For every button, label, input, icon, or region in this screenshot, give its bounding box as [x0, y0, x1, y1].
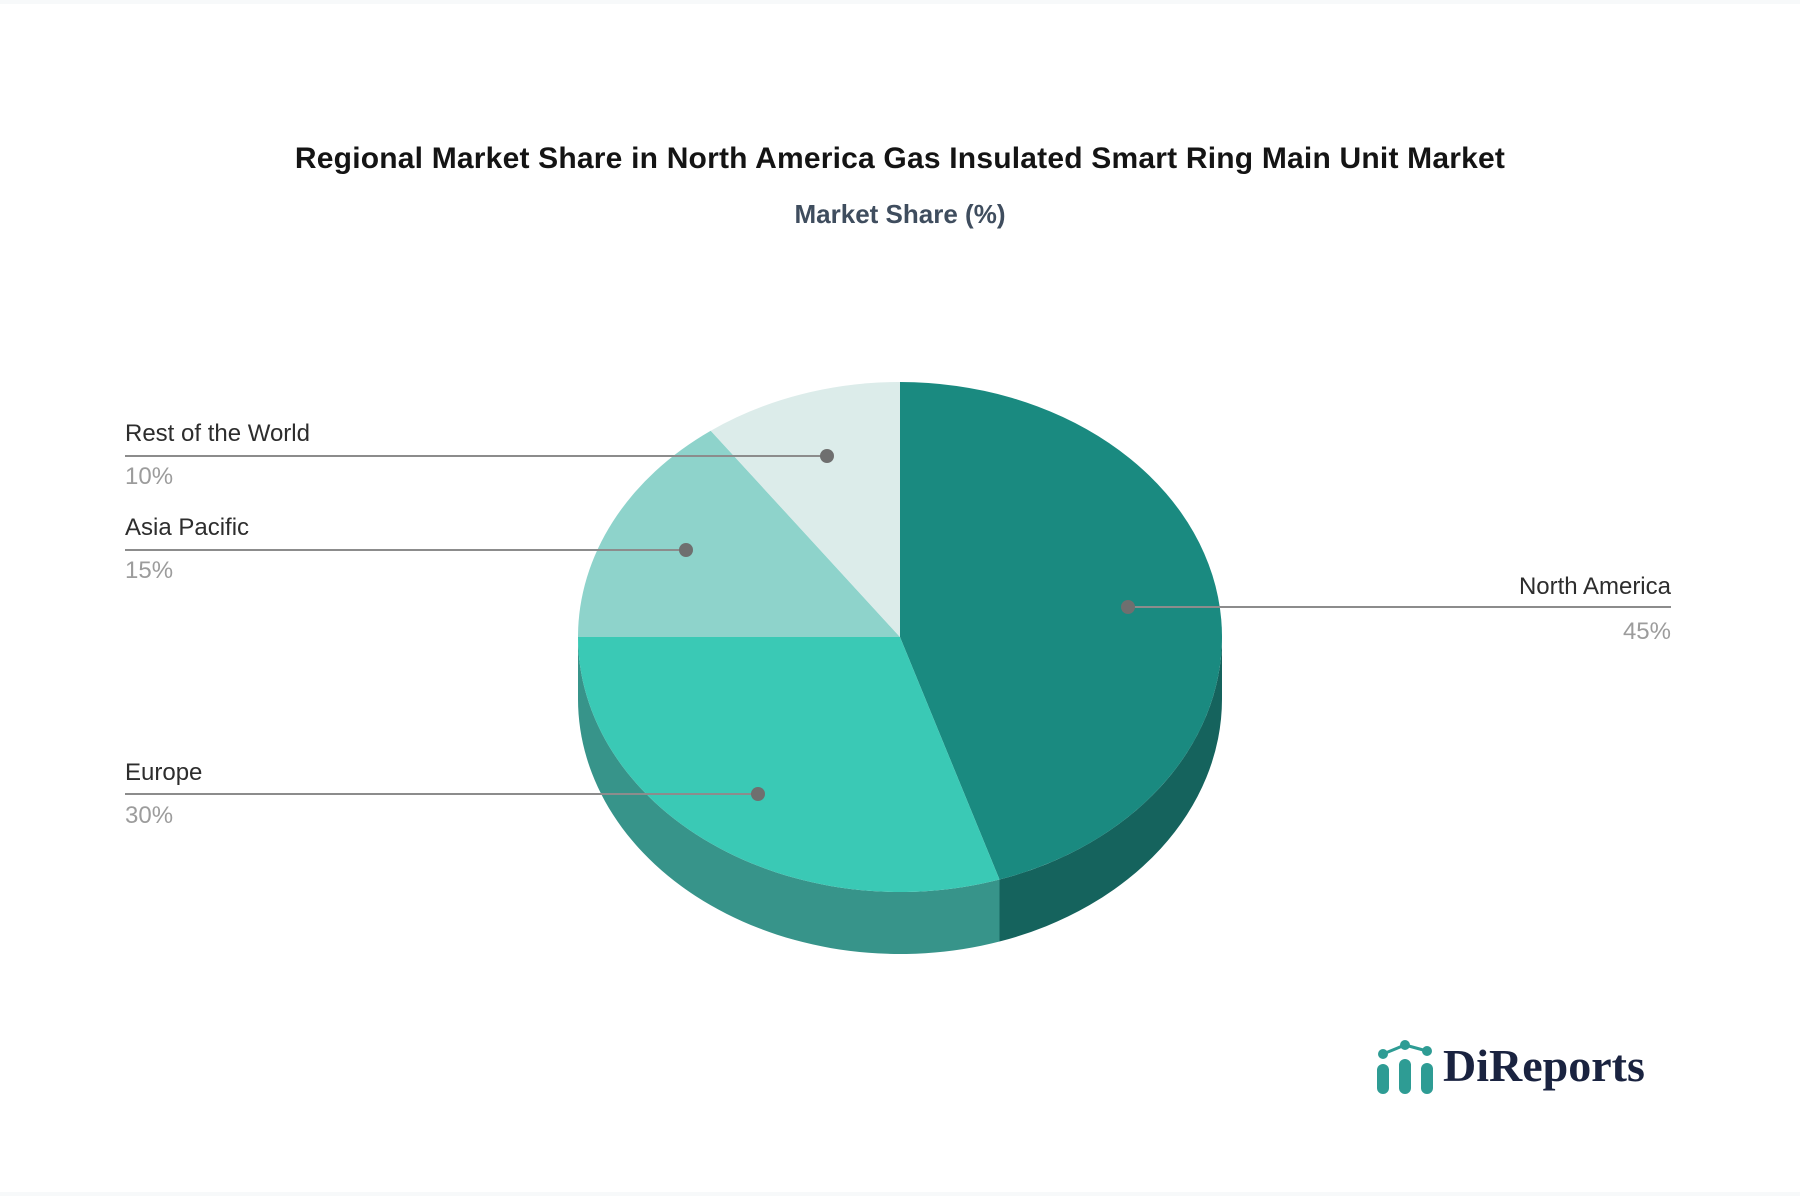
pie-slice-rest-of-the-world: [710, 382, 900, 637]
leader-dots: [679, 449, 1135, 801]
leader-lines: [125, 455, 1671, 795]
pie-side-north-america: [999, 637, 1222, 942]
label-europe: Europe: [125, 759, 203, 786]
label-rest-of-the-world: Rest of the World: [125, 420, 310, 447]
direports-logo: DiReports: [1375, 1036, 1645, 1096]
pie-chart: [125, 381, 1671, 954]
chart-subtitle: Market Share (%): [794, 199, 1006, 229]
logo-text: DiReports: [1443, 1040, 1645, 1091]
label-north-america: North America: [1518, 573, 1671, 600]
pie-slice-north-america: [900, 381, 1223, 880]
value-asia-pacific: 15%: [125, 557, 174, 584]
pie-slice-europe: [578, 637, 1000, 893]
value-north-america: 45%: [1622, 618, 1671, 645]
value-europe: 30%: [125, 802, 174, 829]
chart-title: Regional Market Share in North America G…: [294, 142, 1506, 175]
leader-dot-asia-pacific: [679, 543, 693, 557]
label-asia-pacific: Asia Pacific: [125, 514, 250, 541]
bar-line-chart-icon: [1377, 1040, 1433, 1094]
pie-slice-asia-pacific: [578, 430, 900, 637]
leader-dot-north-america: [1121, 600, 1135, 614]
pie-side-europe: [578, 637, 1000, 954]
leader-dot-rest-of-the-world: [820, 449, 834, 463]
pie-slices: [578, 381, 1223, 954]
value-rest-of-the-world: 10%: [125, 463, 174, 490]
leader-dot-europe: [751, 787, 765, 801]
